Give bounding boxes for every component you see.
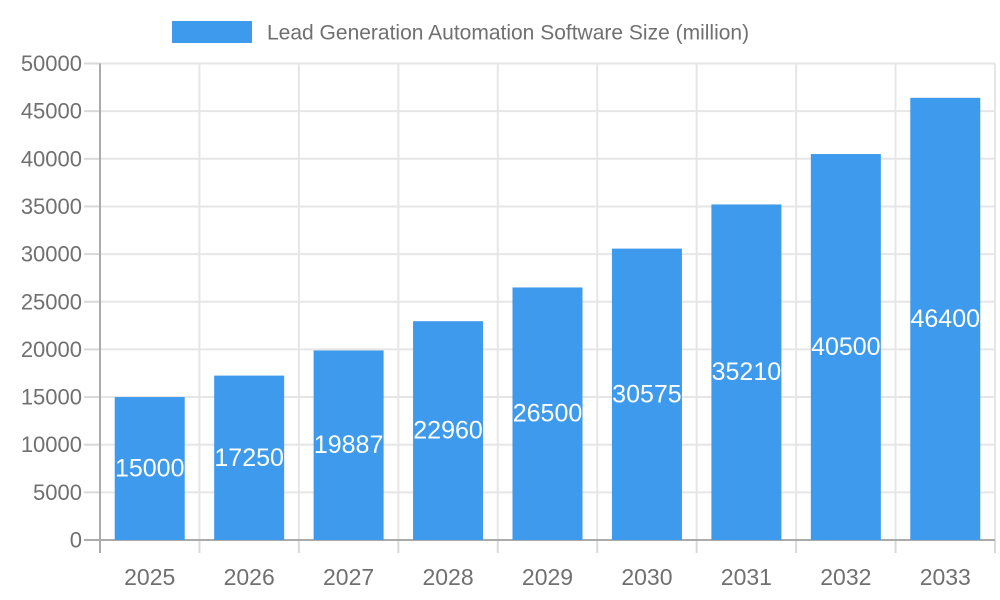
y-tick-label: 25000 (21, 289, 82, 314)
bar-value-label: 22960 (413, 417, 483, 445)
y-tick-label: 0 (70, 528, 82, 553)
x-tick-label: 2032 (820, 564, 871, 590)
x-tick-label: 2027 (323, 564, 374, 590)
bar[interactable] (711, 204, 782, 540)
bar[interactable] (512, 287, 583, 540)
x-tick-label: 2026 (224, 564, 275, 590)
bar-value-label: 15000 (115, 455, 185, 483)
bar[interactable] (114, 397, 185, 540)
bar[interactable] (214, 375, 285, 540)
bar-value-label: 17250 (214, 444, 284, 472)
y-tick-label: 15000 (21, 385, 82, 410)
bar-value-label: 40500 (811, 333, 881, 361)
y-tick-label: 35000 (21, 194, 82, 219)
bar[interactable] (413, 321, 484, 540)
bar-value-label: 19887 (314, 431, 384, 459)
y-tick-label: 5000 (33, 480, 82, 505)
bar-value-label: 46400 (911, 305, 981, 333)
bar[interactable] (313, 350, 384, 540)
y-tick-label: 20000 (21, 337, 82, 362)
bar-value-label: 30575 (612, 380, 682, 408)
y-tick-label: 50000 (21, 51, 82, 76)
x-tick-label: 2030 (621, 564, 672, 590)
legend-swatch[interactable] (172, 21, 252, 43)
x-tick-label: 2033 (920, 564, 971, 590)
bar-value-label: 26500 (513, 400, 583, 428)
bar-value-label: 35210 (712, 358, 782, 386)
bar[interactable] (611, 248, 682, 541)
x-tick-label: 2031 (721, 564, 772, 590)
x-tick-label: 2028 (422, 564, 473, 590)
y-tick-label: 30000 (21, 242, 82, 267)
y-tick-label: 10000 (21, 432, 82, 457)
y-tick-label: 45000 (21, 99, 82, 124)
y-tick-label: 40000 (21, 146, 82, 171)
legend-label[interactable]: Lead Generation Automation Software Size… (267, 22, 749, 45)
bar[interactable] (810, 154, 881, 540)
bar[interactable] (910, 97, 981, 541)
x-tick-label: 2029 (522, 564, 573, 590)
x-tick-label: 2025 (124, 564, 175, 590)
